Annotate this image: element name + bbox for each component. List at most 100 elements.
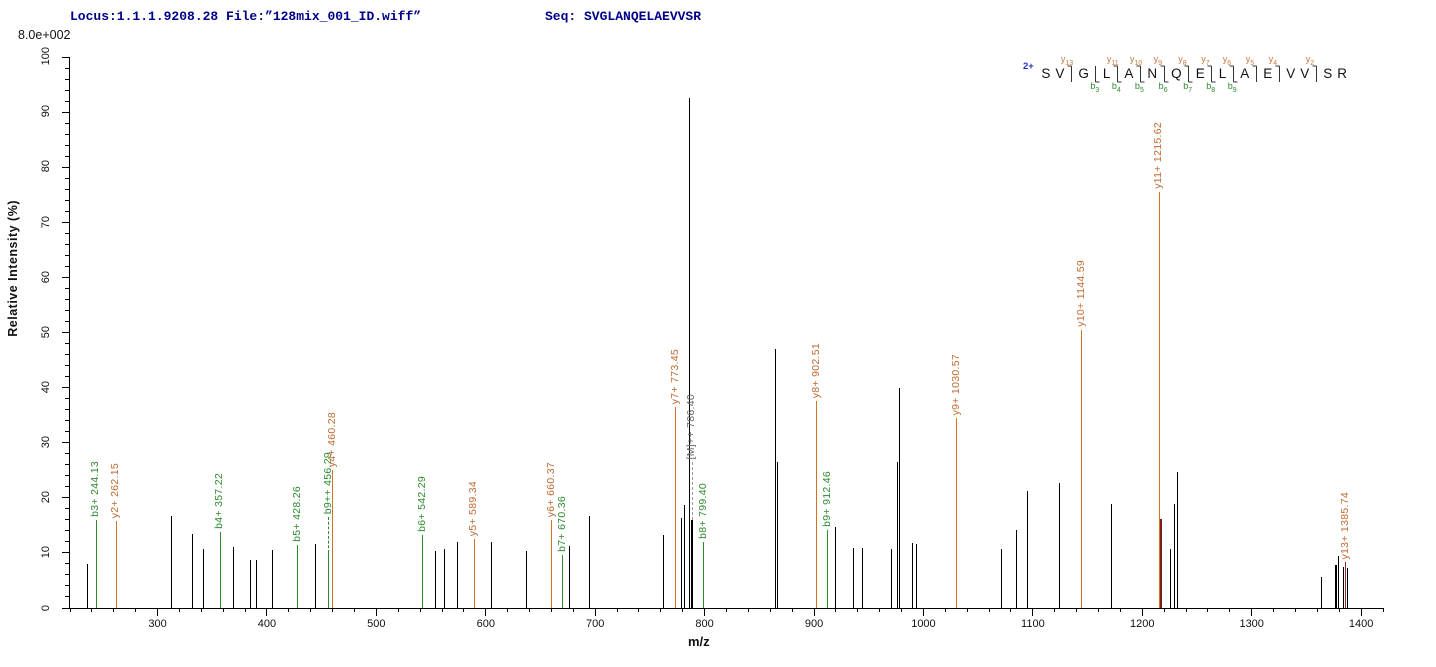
x-axis-minor-tick [616,608,618,612]
cut-bracket-icon [1136,65,1145,83]
x-axis-minor-tick [550,608,552,612]
peak [456,541,458,608]
b-ion-label: b5 [1134,81,1144,94]
cut-bracket-icon [1207,65,1216,83]
x-axis-tick-label: 800 [695,618,714,630]
residue-V-2: V [1055,66,1065,81]
x-axis-major-tick [1251,608,1253,616]
x-axis-minor-tick [1207,608,1209,612]
x-axis-minor-tick [966,608,968,612]
y-axis-minor-tick [65,320,69,322]
peak-label-dashed-connector [691,462,693,520]
x-axis-minor-tick [1098,608,1100,612]
y-axis-minor-tick [65,78,69,80]
x-axis-minor-tick [1382,608,1384,612]
y-axis-major-tick [62,387,69,389]
x-axis-minor-tick [507,608,509,612]
x-axis-minor-tick [747,608,749,612]
y-axis-minor-tick [65,420,69,422]
peak-label: b3+ 244.13 [89,461,102,517]
peak [271,550,273,608]
y-axis-major-tick [62,166,69,168]
y-axis-minor-tick [65,563,69,565]
peak-label: b8+ 799.40 [696,483,709,539]
y-axis-minor-tick [65,265,69,267]
x-axis-minor-tick [835,608,837,612]
fragment-cut-mark: y8 b7 [1178,54,1193,94]
peak-y11+ [1158,192,1160,608]
x-axis-minor-tick [726,608,727,612]
cut-bracket-icon [1113,65,1122,83]
x-axis-major-tick [485,608,487,616]
y-axis-tick-label: 40 [40,380,52,394]
peak [1015,529,1017,608]
x-axis-minor-tick [901,608,903,612]
b-ion-label: b6 [1158,81,1168,94]
y-axis-minor-tick [65,287,69,289]
peak [689,98,691,608]
y-axis-major-tick [62,56,69,58]
peak-y9+ [956,417,958,608]
peak-label-dashed-connector [328,517,330,553]
y-axis-minor-tick [65,530,69,532]
peak-b3+ [95,519,97,608]
y-ion-label: y4 [1268,54,1278,67]
b-ion-label: b8 [1206,81,1216,94]
x-axis-major-tick [1032,608,1034,616]
y-axis-minor-tick [65,67,69,69]
x-axis-minor-tick [791,608,793,612]
x-axis-tick-label: 400 [257,618,277,630]
y-ion-label: y10 [1129,54,1143,67]
peak [443,549,445,608]
x-axis-minor-tick [682,608,684,612]
y-axis-minor-tick [65,100,69,102]
peak-label: y5+ 589.34 [467,480,480,537]
peak [916,544,918,608]
x-axis-minor-tick [353,608,355,612]
x-axis-minor-tick [332,608,334,612]
residue-A-10: A [1240,66,1250,81]
x-axis-minor-tick [113,608,115,612]
x-axis-tick-label: 900 [804,618,824,630]
y-axis-tick-label: 30 [40,435,52,449]
x-axis-minor-tick [638,608,640,612]
y-axis-major-tick [62,607,69,609]
y-axis-tick-label: 50 [40,325,52,338]
peak [683,504,685,608]
y-ion-label: y7 [1201,54,1210,67]
peak-label: b7+ 670.36 [555,496,568,553]
cut-bracket-icon [1252,65,1257,82]
residue-Q-7: Q [1171,66,1182,81]
y-ion-label: y2 [1305,54,1315,67]
y-axis-minor-tick [65,309,69,311]
x-axis-minor-tick [1163,608,1165,612]
peak-label: y11+ 1215.62 [1152,122,1165,189]
x-axis-minor-tick [988,608,990,612]
x-axis-minor-tick [944,608,946,612]
y-axis-minor-tick [65,210,69,212]
peak-b7+ [562,555,564,608]
fragment-cut-mark: y11 b4 [1107,54,1122,94]
peak [525,550,527,608]
x-axis-minor-tick [1010,608,1012,612]
peak-label: [M]++ 786.40 [685,393,698,459]
x-axis-minor-tick [397,608,399,612]
x-axis-minor-tick [244,608,246,612]
peak-y4+ [332,470,334,608]
peak [87,563,88,608]
x-axis-major-tick [375,608,377,616]
x-axis-minor-tick [222,608,224,612]
y-axis-minor-tick [65,365,69,367]
y-axis-minor-tick [65,398,69,400]
peak [250,560,252,608]
peak [256,560,258,608]
cut-bracket-icon [1184,65,1193,83]
x-axis-tick-label: 700 [586,618,605,630]
peak-b5+ [297,545,299,608]
b-ion-label: b7 [1183,81,1193,94]
y-ion-label: y9 [1153,54,1163,67]
peak [568,545,570,608]
y-axis-minor-tick [65,574,69,576]
fragment-cut-mark: y4 [1269,54,1284,84]
y-axis-minor-tick [65,464,69,466]
